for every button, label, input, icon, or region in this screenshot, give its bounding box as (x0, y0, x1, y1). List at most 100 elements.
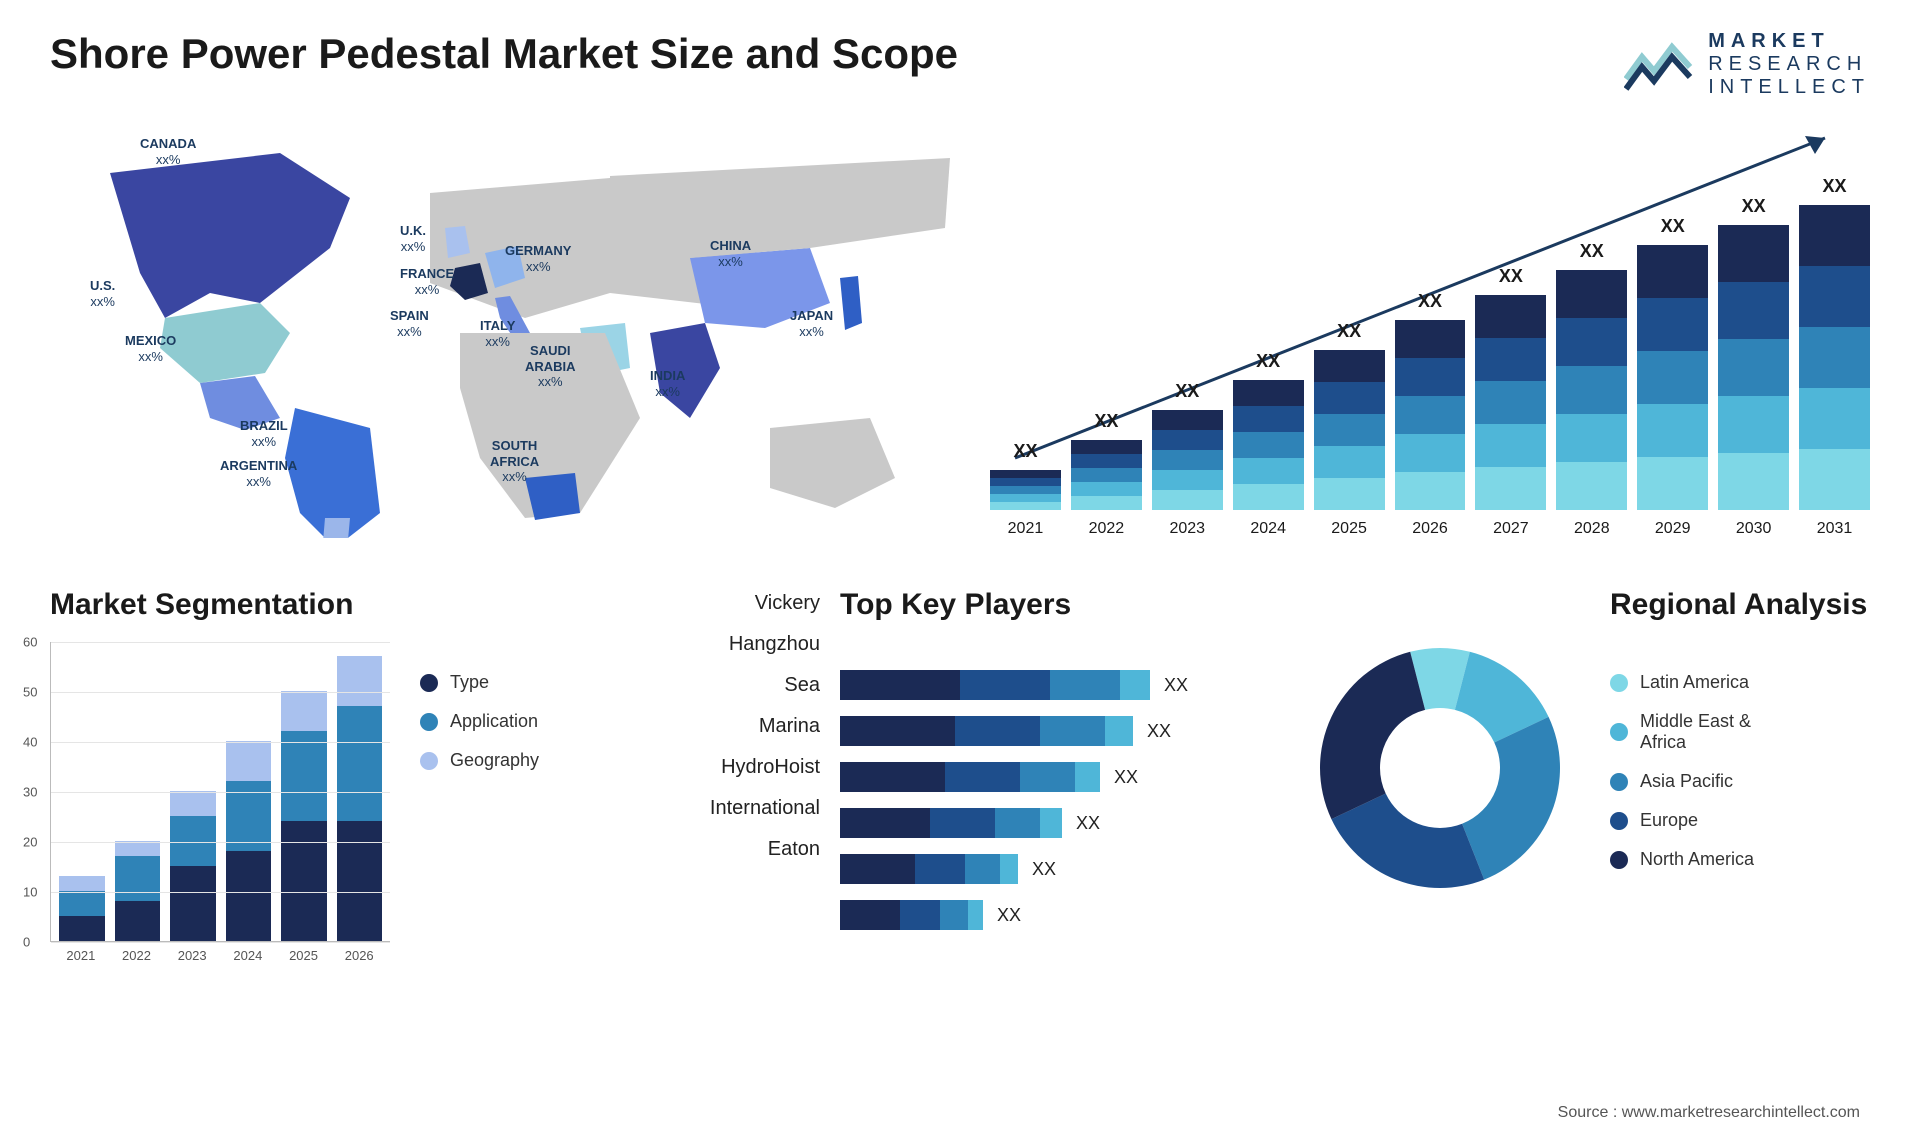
growth-year-label: 2027 (1493, 520, 1529, 538)
growth-column: XX2027 (1475, 266, 1546, 538)
donut-slice (1320, 652, 1425, 819)
seg-column (226, 741, 272, 941)
regional-donut (1300, 628, 1580, 908)
growth-year-label: 2022 (1089, 520, 1125, 538)
seg-column (337, 656, 383, 941)
key-players-panel: Vickery Hangzhou Sea Marina HydroHoist Intern… (670, 588, 1260, 963)
map-label: U.K.xx% (400, 223, 426, 254)
map-region-na (110, 153, 350, 318)
growth-column: XX 2028 (1556, 241, 1627, 538)
map-label: CHINAxx% (710, 238, 751, 269)
growth-year-label: 2023 (1169, 520, 1205, 538)
seg-ytick: 30 (23, 785, 37, 800)
kp-side-label: International (710, 797, 820, 820)
map-region-us (160, 303, 290, 383)
source-text: Source : www.marketresearchintellect.com (1558, 1104, 1860, 1122)
growth-value-label: XX (1094, 411, 1118, 432)
growth-value-label: XX (1175, 381, 1199, 402)
seg-ytick: 0 (23, 935, 30, 950)
legend-dot-icon (420, 713, 438, 731)
seg-xlabel: 2022 (114, 948, 160, 963)
seg-ytick: 50 (23, 685, 37, 700)
growth-column: XX2025 (1314, 321, 1385, 538)
kp-side-label: Marina (759, 715, 820, 738)
key-players-chart: XX XX XX XX XX XX (840, 670, 1260, 930)
legend-dot-icon (1610, 812, 1628, 830)
legend-item: Geography (420, 750, 539, 771)
seg-xlabel: 2025 (281, 948, 327, 963)
kp-row: XX (840, 900, 1260, 930)
growth-value-label: XX (1823, 176, 1847, 197)
map-label: SAUDIARABIAxx% (525, 343, 576, 390)
map-label: BRAZILxx% (240, 418, 288, 449)
growth-year-label: 2026 (1412, 520, 1448, 538)
segmentation-panel: Market Segmentation 0102030405060 202120… (50, 588, 630, 963)
seg-xlabel: 2026 (336, 948, 382, 963)
map-label: ITALYxx% (480, 318, 515, 349)
map-label: CANADAxx% (140, 136, 196, 167)
world-map: CANADAxx%U.S.xx%MEXICOxx%BRAZILxx%ARGENT… (50, 118, 950, 538)
seg-xlabel: 2021 (58, 948, 104, 963)
legend-dot-icon (1610, 723, 1628, 741)
growth-column: XX 2031 (1799, 176, 1870, 538)
logo-icon (1624, 39, 1694, 91)
kp-row: XX (840, 670, 1260, 700)
kp-row: XX (840, 854, 1260, 884)
kp-value-label: XX (1164, 675, 1188, 696)
legend-label: Type (450, 672, 489, 693)
legend-label: Asia Pacific (1640, 771, 1733, 792)
legend-label: Europe (1640, 810, 1698, 831)
kp-row: XX (840, 808, 1260, 838)
segmentation-title: Market Segmentation (50, 588, 630, 622)
growth-column: XX2026 (1395, 291, 1466, 538)
growth-column: XX2024 (1233, 351, 1304, 538)
growth-value-label: XX (1580, 241, 1604, 262)
seg-ytick: 60 (23, 635, 37, 650)
seg-xlabel: 2023 (169, 948, 215, 963)
growth-column: XX 2022 (1071, 411, 1142, 538)
legend-item: Latin America (1610, 672, 1870, 693)
seg-ytick: 40 (23, 735, 37, 750)
map-label: FRANCExx% (400, 266, 454, 297)
kp-value-label: XX (1114, 767, 1138, 788)
growth-chart: XX2021XX2022XX2023XX2024XX2025XX2026XX20… (990, 118, 1870, 538)
kp-side-label: HydroHoist (721, 756, 820, 779)
legend-item: Type (420, 672, 539, 693)
logo-text-3: INTELLECT (1708, 76, 1870, 99)
seg-xlabel: 2024 (225, 948, 271, 963)
map-label: SPAINxx% (390, 308, 429, 339)
map-label: INDIAxx% (650, 368, 685, 399)
seg-ytick: 10 (23, 885, 37, 900)
kp-value-label: XX (1032, 859, 1056, 880)
legend-item: North America (1610, 849, 1870, 870)
seg-column (59, 876, 105, 941)
map-region-japan (840, 276, 862, 330)
map-region-ru (610, 158, 950, 258)
key-players-title: Top Key Players (840, 588, 1260, 622)
legend-label: Middle East &Africa (1640, 711, 1751, 753)
regional-legend: Latin America Middle East &Africa Asia Pac… (1610, 672, 1870, 870)
page-title: Shore Power Pedestal Market Size and Sco… (50, 30, 1870, 78)
legend-dot-icon (420, 752, 438, 770)
legend-label: North America (1640, 849, 1754, 870)
kp-row: XX (840, 762, 1260, 792)
legend-dot-icon (1610, 851, 1628, 869)
seg-column (170, 791, 216, 941)
legend-dot-icon (1610, 674, 1628, 692)
logo-text-1: MARKET (1708, 30, 1870, 53)
legend-item: Europe (1610, 810, 1870, 831)
legend-label: Application (450, 711, 538, 732)
map-label: U.S.xx% (90, 278, 115, 309)
kp-side-label: Vickery (755, 592, 820, 615)
growth-year-label: 2030 (1736, 520, 1772, 538)
kp-side-label: Sea (784, 674, 820, 697)
map-label: GERMANYxx% (505, 243, 571, 274)
growth-year-label: 2031 (1817, 520, 1853, 538)
growth-value-label: XX (1256, 351, 1280, 372)
logo: MARKET RESEARCH INTELLECT (1624, 30, 1870, 99)
kp-side-label: Hangzhou (729, 633, 820, 656)
map-label: SOUTHAFRICAxx% (490, 438, 539, 485)
kp-row: XX (840, 716, 1260, 746)
growth-year-label: 2029 (1655, 520, 1691, 538)
growth-year-label: 2028 (1574, 520, 1610, 538)
